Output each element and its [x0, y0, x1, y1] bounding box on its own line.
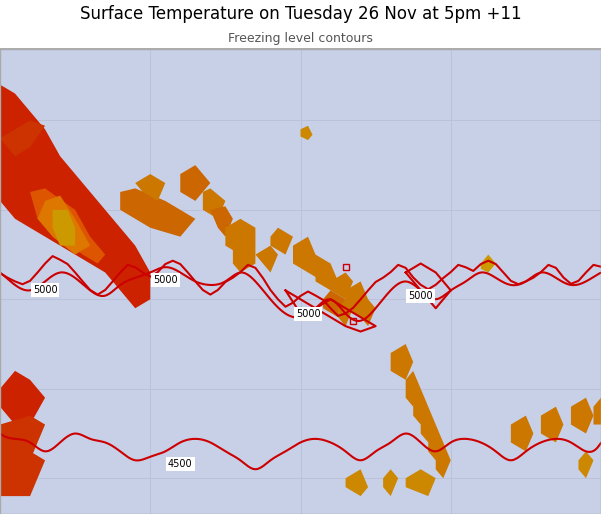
Polygon shape	[255, 246, 278, 272]
Polygon shape	[0, 120, 45, 156]
Text: 5000: 5000	[409, 291, 433, 301]
Polygon shape	[383, 469, 398, 496]
Polygon shape	[30, 188, 105, 264]
Polygon shape	[429, 425, 444, 461]
Polygon shape	[293, 236, 316, 272]
Polygon shape	[300, 254, 331, 282]
Polygon shape	[233, 236, 255, 272]
Polygon shape	[316, 264, 338, 290]
Polygon shape	[436, 443, 451, 478]
Polygon shape	[594, 398, 601, 425]
Text: Surface Temperature on Tuesday 26 Nov at 5pm +11: Surface Temperature on Tuesday 26 Nov at…	[80, 5, 521, 23]
Polygon shape	[346, 282, 368, 317]
Polygon shape	[225, 219, 255, 254]
Polygon shape	[421, 407, 436, 443]
Polygon shape	[37, 195, 90, 254]
Polygon shape	[323, 290, 346, 317]
Polygon shape	[481, 254, 496, 272]
Polygon shape	[361, 299, 376, 326]
Polygon shape	[210, 206, 233, 236]
Text: 5000: 5000	[296, 308, 320, 319]
Text: Freezing level contours: Freezing level contours	[228, 31, 373, 45]
Polygon shape	[541, 407, 564, 443]
Polygon shape	[203, 188, 225, 219]
Polygon shape	[300, 126, 313, 140]
Polygon shape	[270, 228, 293, 254]
Polygon shape	[135, 174, 165, 201]
Polygon shape	[579, 451, 594, 478]
Polygon shape	[346, 469, 368, 496]
Polygon shape	[406, 371, 421, 407]
Polygon shape	[120, 188, 195, 236]
Polygon shape	[571, 398, 594, 433]
Polygon shape	[406, 469, 436, 496]
Polygon shape	[0, 85, 150, 308]
Text: 5000: 5000	[33, 285, 57, 296]
Polygon shape	[338, 299, 353, 326]
Polygon shape	[331, 272, 353, 299]
Polygon shape	[0, 416, 45, 461]
Polygon shape	[53, 210, 75, 246]
Polygon shape	[511, 416, 534, 451]
Polygon shape	[180, 165, 210, 201]
Polygon shape	[0, 371, 45, 425]
Polygon shape	[391, 344, 413, 380]
Polygon shape	[413, 389, 429, 425]
Text: 5000: 5000	[153, 274, 177, 285]
Text: 4500: 4500	[168, 459, 192, 469]
Polygon shape	[0, 451, 45, 496]
